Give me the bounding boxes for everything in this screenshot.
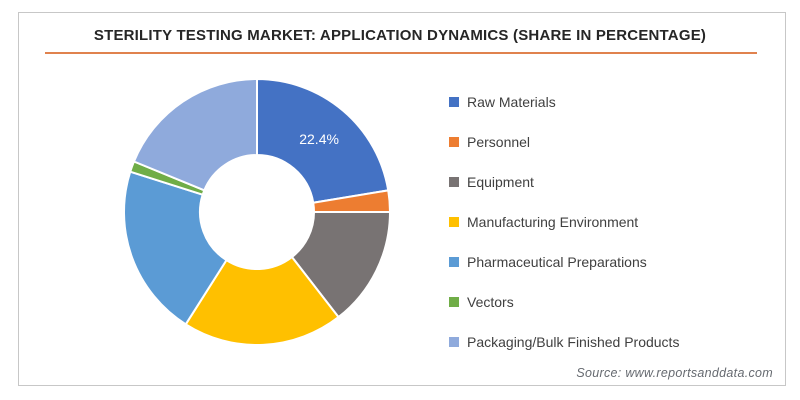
legend-item-manufacturing-environment: Manufacturing Environment bbox=[449, 215, 679, 229]
donut-slice-pharmaceutical-preparations bbox=[123, 170, 228, 326]
legend-swatch-icon bbox=[449, 297, 459, 307]
donut-slice-manufacturing-environment bbox=[184, 256, 340, 346]
donut-slice-packaging-bulk-finished-products bbox=[132, 78, 258, 192]
donut-chart: 22.4% bbox=[123, 78, 391, 346]
chart-legend: Raw Materials Personnel Equipment Manufa… bbox=[449, 95, 679, 349]
legend-swatch-icon bbox=[449, 257, 459, 267]
legend-item-packaging-bulk-finished-products: Packaging/Bulk Finished Products bbox=[449, 335, 679, 349]
source-note: Source: www.reportsanddata.com bbox=[576, 366, 773, 380]
legend-label: Packaging/Bulk Finished Products bbox=[467, 334, 680, 350]
legend-swatch-icon bbox=[449, 137, 459, 147]
legend-label: Pharmaceutical Preparations bbox=[467, 254, 647, 270]
donut-slice-raw-materials bbox=[256, 78, 390, 204]
legend-swatch-icon bbox=[449, 97, 459, 107]
title-divider-line bbox=[45, 52, 757, 54]
legend-label: Personnel bbox=[467, 134, 531, 150]
legend-item-vectors: Vectors bbox=[449, 295, 679, 309]
legend-label: Equipment bbox=[467, 174, 534, 190]
donut-data-label: 22.4% bbox=[299, 131, 339, 147]
legend-item-pharmaceutical-preparations: Pharmaceutical Preparations bbox=[449, 255, 679, 269]
legend-swatch-icon bbox=[449, 337, 459, 347]
legend-item-raw-materials: Raw Materials bbox=[449, 95, 679, 109]
legend-label: Manufacturing Environment bbox=[467, 214, 639, 230]
legend-item-equipment: Equipment bbox=[449, 175, 679, 189]
legend-swatch-icon bbox=[449, 217, 459, 227]
legend-swatch-icon bbox=[449, 177, 459, 187]
chart-title: STERILITY TESTING MARKET: APPLICATION DY… bbox=[93, 27, 707, 44]
legend-label: Raw Materials bbox=[467, 94, 556, 110]
legend-label: Vectors bbox=[467, 294, 514, 310]
legend-item-personnel: Personnel bbox=[449, 135, 679, 149]
